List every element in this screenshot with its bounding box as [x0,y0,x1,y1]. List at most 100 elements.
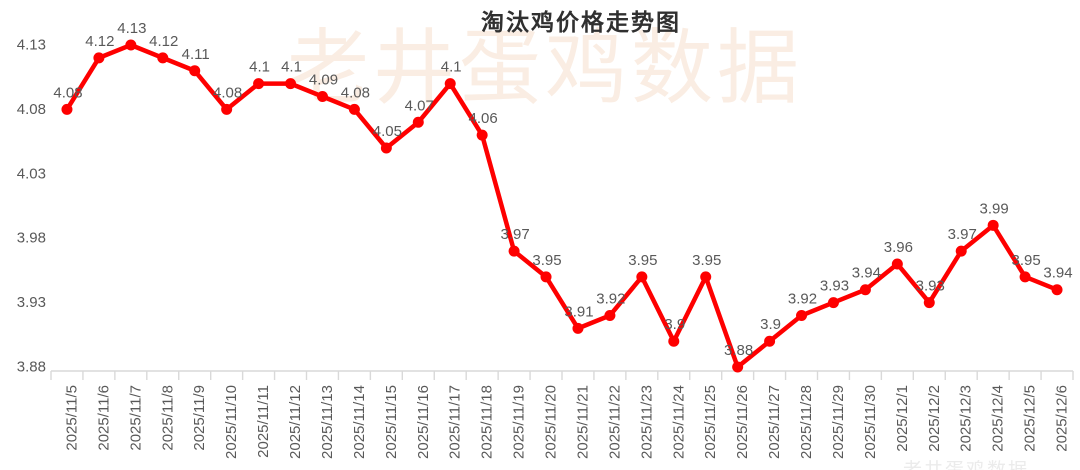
data-point-marker [476,129,488,141]
data-point-marker [125,39,137,51]
data-point-marker [221,103,233,115]
data-point-label: 4.09 [309,72,338,89]
data-point-label: 4.08 [213,84,242,101]
data-point-marker [572,322,584,334]
data-point-label: 3.97 [948,226,977,243]
x-axis-label: 2025/11/26 [734,385,751,459]
data-point-label: 4.1 [281,59,302,76]
data-point-marker [348,103,360,115]
data-point-label: 4.1 [249,59,270,76]
data-point-label: 4.05 [373,123,402,140]
data-point-label: 3.95 [692,252,721,269]
y-axis-label: 4.13 [17,37,46,54]
data-point-marker [923,297,935,309]
data-point-marker [157,52,169,64]
y-axis-label: 4.08 [17,101,46,118]
data-point-label: 3.95 [628,252,657,269]
data-point-label: 3.88 [724,342,753,359]
x-axis-label: 2025/12/6 [1054,385,1071,452]
x-axis-label: 2025/11/7 [127,385,144,451]
x-axis-label: 2025/11/24 [670,385,687,459]
data-point-label: 4.06 [469,110,498,127]
data-point-label: 3.93 [820,278,849,295]
data-point-label: 4.07 [405,97,434,114]
chart-title: 淘汰鸡价格走势图 [481,9,681,35]
x-axis-label: 2025/12/4 [990,385,1007,452]
data-point-marker [316,91,328,103]
x-axis-label: 2025/12/5 [1022,385,1039,452]
x-axis-label: 2025/11/23 [638,385,655,459]
x-axis-label: 2025/11/18 [479,385,496,459]
x-axis-label: 2025/11/19 [511,385,528,459]
x-axis-label: 2025/12/1 [894,385,911,452]
data-point-label: 4.1 [441,59,462,76]
x-axis-label: 2025/11/10 [223,385,240,459]
data-point-label: 4.12 [85,33,114,50]
data-point-marker [1019,271,1031,283]
data-point-marker [827,297,839,309]
data-point-marker [891,258,903,270]
x-axis-label: 2025/11/17 [447,385,464,459]
data-point-marker [61,103,73,115]
x-axis-label: 2025/11/27 [766,385,783,459]
data-point-marker [285,78,297,90]
data-point-label: 3.94 [1043,265,1072,282]
x-axis-label: 2025/11/28 [798,385,815,459]
y-axis-label: 3.93 [17,294,46,311]
data-point-marker [1051,284,1063,296]
data-point-marker [955,245,967,257]
data-point-label: 3.9 [760,316,781,333]
x-axis-label: 2025/11/12 [287,385,304,459]
data-point-label: 3.93 [916,278,945,295]
x-axis-label: 2025/11/11 [255,385,272,458]
data-point-marker [444,78,456,90]
data-point-label: 3.95 [1011,252,1040,269]
x-axis-label: 2025/11/25 [702,385,719,459]
data-point-marker [380,142,392,154]
x-axis-label: 2025/11/21 [574,385,591,459]
x-axis-label: 2025/11/29 [830,385,847,459]
data-point-marker [253,78,265,90]
y-axis-label: 3.98 [17,230,46,247]
x-axis-label: 2025/11/14 [351,385,368,459]
data-point-marker [859,284,871,296]
data-point-label: 4.08 [53,84,82,101]
y-axis-label: 4.03 [17,165,46,182]
x-axis-label: 2025/11/6 [95,385,112,451]
data-point-marker [732,361,744,373]
data-point-label: 3.91 [564,303,593,320]
data-point-label: 3.92 [596,290,625,307]
data-point-label: 3.99 [980,200,1009,217]
x-axis-label: 2025/12/2 [926,385,943,452]
data-point-marker [636,271,648,283]
data-point-label: 4.11 [182,46,210,63]
data-point-marker [189,65,201,77]
data-point-marker [540,271,552,283]
data-point-marker [93,52,105,64]
x-axis-label: 2025/11/22 [606,385,623,459]
data-point-marker [412,116,424,128]
data-point-label: 4.12 [149,33,178,50]
x-axis-label: 2025/11/8 [159,385,176,451]
data-point-label: 3.92 [788,290,817,307]
x-axis-label: 2025/11/20 [543,385,560,459]
data-point-marker [700,271,712,283]
x-axis-label: 2025/11/9 [191,385,208,451]
x-axis-label: 2025/11/5 [63,385,80,451]
data-point-marker [604,309,616,321]
price-line-series [64,42,1060,370]
x-axis-label: 2025/12/3 [958,385,975,452]
data-point-marker [668,335,680,347]
data-point-label: 3.95 [532,252,561,269]
data-point-label: 3.94 [852,265,881,282]
data-point-label: 3.96 [884,239,913,256]
data-point-label: 4.13 [117,20,146,37]
data-point-label: 3.97 [500,226,529,243]
x-axis-label: 2025/11/15 [383,385,400,459]
x-axis-label: 2025/11/13 [319,385,336,459]
data-point-marker [796,309,808,321]
data-point-label: 4.08 [341,84,370,101]
x-axis-label: 2025/11/16 [415,385,432,459]
